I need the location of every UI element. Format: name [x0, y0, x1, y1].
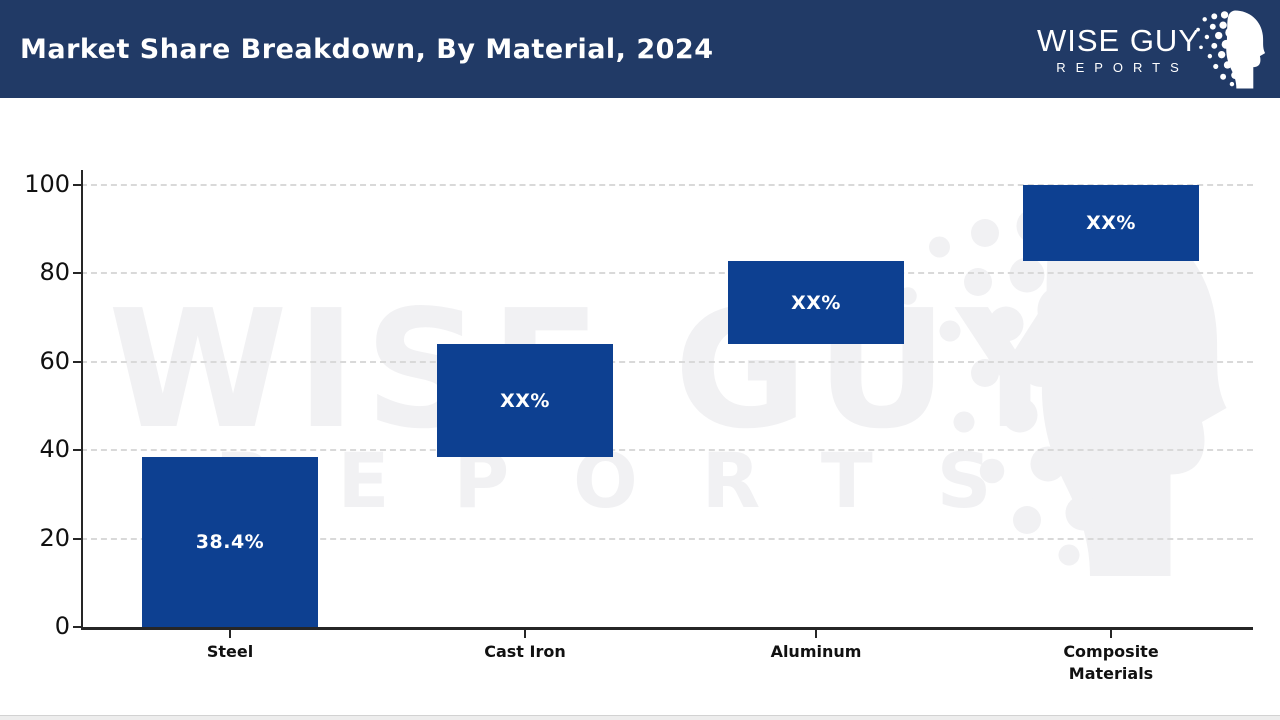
- header: Market Share Breakdown, By Material, 202…: [0, 0, 1280, 98]
- x-tick-label-aluminum: Aluminum: [770, 642, 862, 661]
- y-axis: [81, 170, 83, 627]
- footer-strip: [0, 715, 1280, 720]
- y-tick-label-0: 0: [54, 612, 70, 640]
- logo-wordmark: WISE GUY: [1036, 23, 1200, 58]
- plot-area: 0 20 40 60 80 100 38.4% Steel XX% Cast Iron XX% Alu…: [0, 98, 1280, 720]
- bar-composite-materials: XX%: [1023, 185, 1199, 262]
- wise-guy-logo: WISE GUY REPORTS: [1037, 9, 1280, 90]
- gridline-20: [81, 537, 1253, 540]
- x-tick-label-composite-materials: Composite Materials: [1063, 642, 1159, 683]
- x-tick-label-steel: Steel: [206, 642, 254, 661]
- bar-value-label-steel: 38.4%: [195, 531, 265, 554]
- gridline-40: [81, 449, 1253, 452]
- logo-face-icon: [1196, 9, 1266, 89]
- y-tick-label-80: 80: [39, 258, 70, 287]
- gridline-80: [81, 272, 1253, 275]
- x-tick-composite-materials: [1110, 630, 1112, 638]
- bar-aluminum: XX%: [728, 261, 904, 345]
- x-tick-steel: [229, 630, 231, 638]
- y-tick-60: [73, 360, 81, 363]
- y-tick-20: [73, 537, 81, 540]
- x-tick-cast-iron: [524, 630, 526, 638]
- bar-cast-iron: XX%: [437, 344, 613, 458]
- bar-value-label-cast-iron: XX%: [500, 389, 550, 412]
- y-tick-0: [73, 626, 81, 628]
- y-tick-40: [73, 449, 81, 452]
- y-tick-label-40: 40: [39, 435, 70, 464]
- y-tick-80: [73, 272, 81, 275]
- y-tick-100: [73, 184, 81, 186]
- gridline-100: [81, 184, 1253, 186]
- logo-subtitle: REPORTS: [1056, 60, 1189, 75]
- bar-steel: 38.4%: [142, 457, 318, 627]
- bar-value-label-aluminum: XX%: [791, 291, 841, 314]
- x-tick-aluminum: [815, 630, 817, 638]
- y-tick-label-60: 60: [39, 346, 70, 375]
- x-tick-label-cast-iron: Cast Iron: [484, 642, 566, 661]
- bar-value-label-composite-materials: XX%: [1086, 212, 1136, 234]
- x-axis: [81, 627, 1253, 630]
- logo-text: WISE GUY REPORTS: [1037, 23, 1200, 75]
- y-tick-label-100: 100: [24, 170, 70, 198]
- page-title: Market Share Breakdown, By Material, 202…: [20, 33, 714, 65]
- chart-area: WISE GUY REPORTS 0 20 40 60 80 100 38.4% Steel X…: [0, 98, 1280, 720]
- y-tick-label-20: 20: [39, 523, 70, 552]
- gridline-60: [81, 360, 1253, 363]
